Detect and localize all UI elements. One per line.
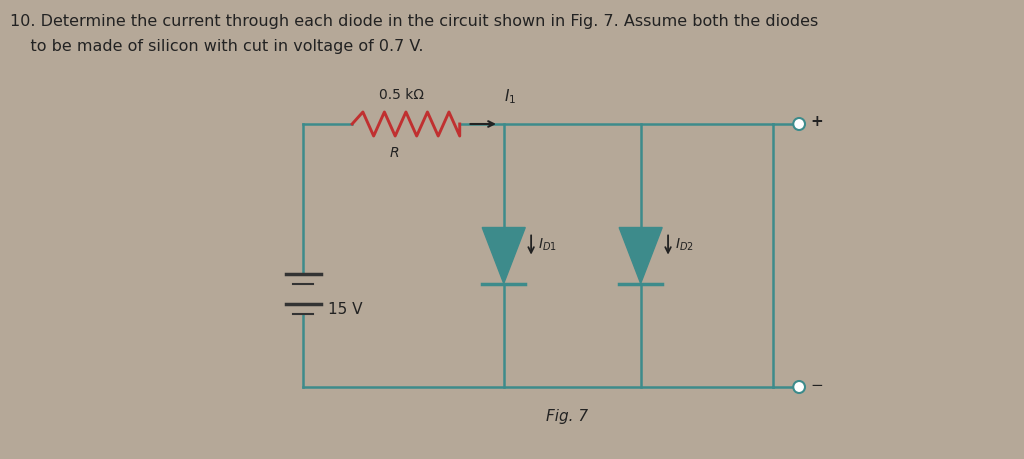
Circle shape: [794, 381, 805, 393]
Text: $I_{D2}$: $I_{D2}$: [675, 237, 693, 253]
Text: −: −: [811, 377, 823, 392]
Text: to be made of silicon with cut in voltage of 0.7 V.: to be made of silicon with cut in voltag…: [10, 39, 423, 54]
Circle shape: [794, 118, 805, 130]
Text: $I_1$: $I_1$: [504, 87, 516, 106]
Polygon shape: [620, 228, 663, 284]
Text: 15 V: 15 V: [328, 302, 362, 317]
Text: Fig. 7: Fig. 7: [546, 409, 589, 424]
Text: 0.5 kΩ: 0.5 kΩ: [379, 88, 424, 102]
Text: $I_{D1}$: $I_{D1}$: [538, 237, 557, 253]
Polygon shape: [482, 228, 525, 284]
Text: +: +: [811, 114, 823, 129]
Text: 10. Determine the current through each diode in the circuit shown in Fig. 7. Ass: 10. Determine the current through each d…: [10, 14, 818, 29]
Text: R: R: [389, 146, 399, 160]
